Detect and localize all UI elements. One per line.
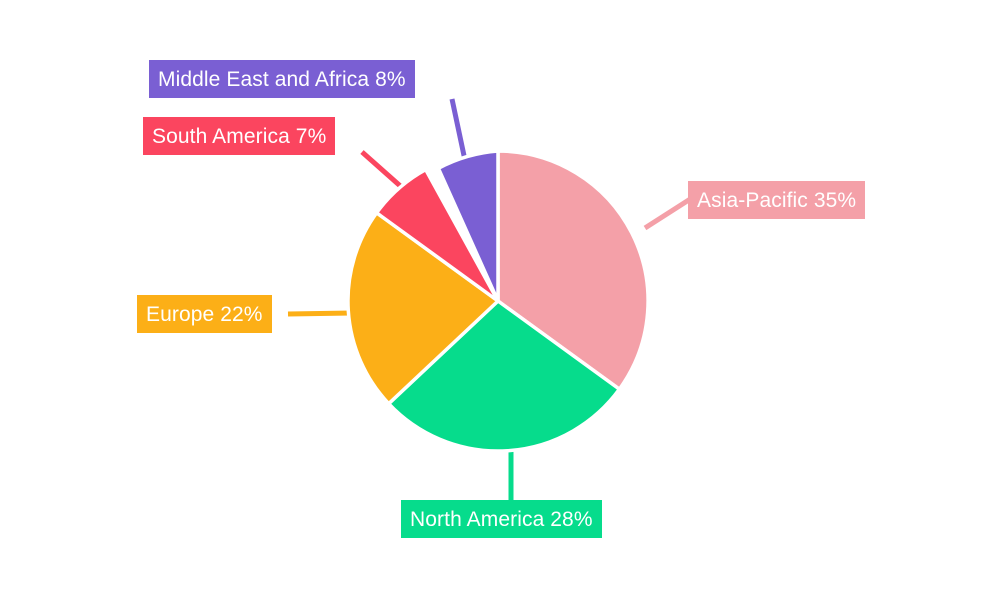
pie-label-south-america[interactable]: South America 7%	[143, 117, 336, 155]
pie-label-text-south-america: South America 7%	[152, 124, 327, 148]
pie-slice-middle-east-africa[interactable]	[436, 149, 500, 302]
pie-label-middle-east-africa[interactable]: Middle East and Africa 8%	[149, 60, 415, 98]
pie-label-text-asia-pacific: Asia-Pacific 35%	[697, 188, 857, 212]
pie-slice-asia-pacific[interactable]	[496, 149, 650, 392]
pie-label-north-america[interactable]: North America 28%	[401, 500, 602, 538]
pie-slices	[346, 149, 650, 453]
pie-label-text-north-america: North America 28%	[410, 507, 593, 531]
pie-slice-europe[interactable]	[346, 210, 501, 407]
pie-slice-north-america[interactable]	[386, 298, 622, 453]
leader-line-middle-east-africa	[449, 98, 469, 166]
pie-label-text-europe: Europe 22%	[146, 302, 263, 326]
leader-line-europe	[287, 310, 353, 317]
pie-label-asia-pacific[interactable]: Asia-Pacific 35%	[688, 181, 866, 219]
pie-label-europe[interactable]: Europe 22%	[137, 295, 272, 333]
leader-line-asia-pacific	[643, 193, 697, 231]
pie-label-text-middle-east-africa: Middle East and Africa 8%	[158, 67, 406, 91]
pie-slice-south-america[interactable]	[374, 167, 500, 303]
